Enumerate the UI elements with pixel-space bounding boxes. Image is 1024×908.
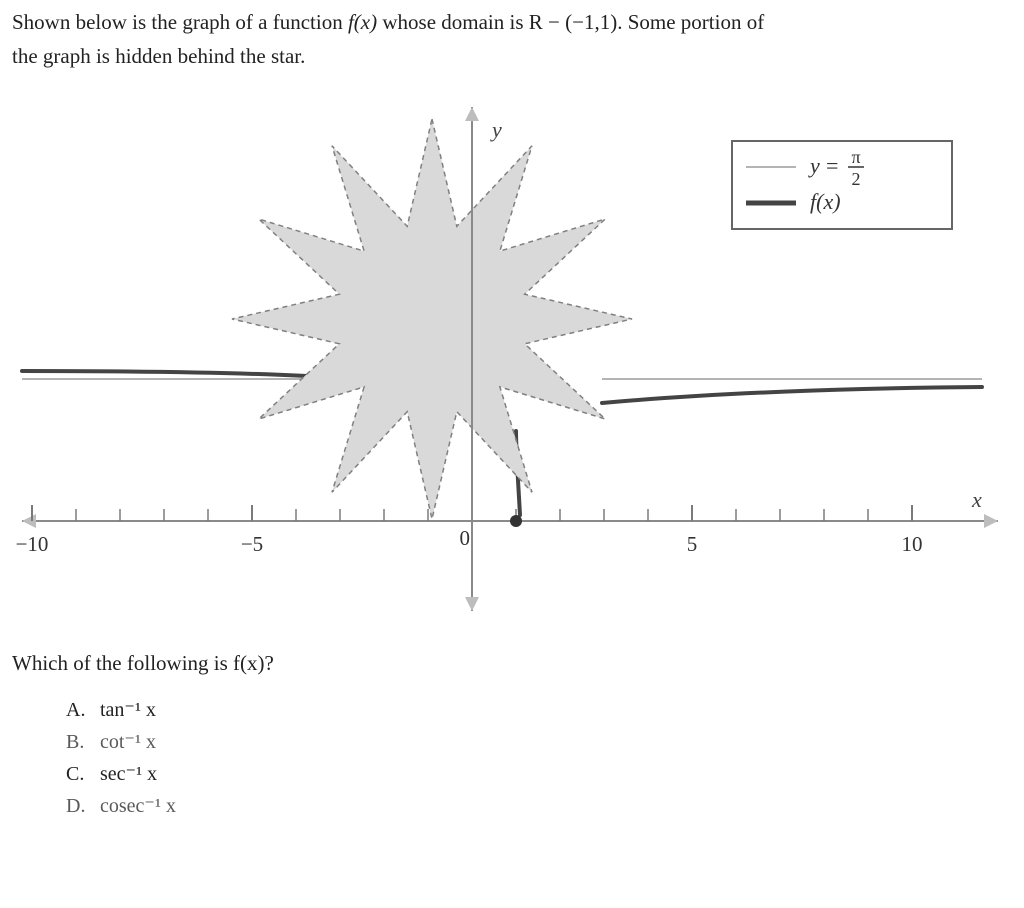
q-text-3: . Some portion of — [617, 10, 764, 34]
q-text-1: Shown below is the graph of a function — [12, 10, 348, 34]
svg-text:0: 0 — [460, 526, 471, 550]
svg-text:=: = — [826, 153, 838, 178]
option-c: C. sec⁻¹ x — [66, 758, 1016, 790]
svg-text:10: 10 — [902, 532, 923, 556]
option-d-text: cosec⁻¹ x — [100, 790, 176, 822]
chart-region: −10 −5 5 10 0 y x y = π2 f(x) — [12, 81, 1012, 621]
svg-text:y: y — [808, 153, 820, 178]
option-d-letter: D. — [66, 790, 92, 822]
question-line-1: Shown below is the graph of a function f… — [12, 8, 1016, 36]
q-fx-italic: f(x) — [348, 10, 377, 34]
svg-text:−10: −10 — [16, 532, 49, 556]
option-d: D. cosec⁻¹ x — [66, 790, 1016, 822]
question-line-2: the graph is hidden behind the star. — [12, 42, 1016, 70]
option-c-text: sec⁻¹ x — [100, 758, 157, 790]
q-text-2: whose domain is — [377, 10, 529, 34]
chart-svg: −10 −5 5 10 0 y x y = π2 f(x) — [12, 81, 1012, 621]
svg-text:π: π — [851, 147, 860, 167]
svg-text:f(x): f(x) — [810, 189, 841, 214]
q-domain: R − (−1,1) — [529, 10, 617, 34]
svg-text:x: x — [971, 487, 982, 512]
option-b: B. cot⁻¹ x — [66, 726, 1016, 758]
svg-text:−5: −5 — [241, 532, 263, 556]
option-c-letter: C. — [66, 758, 92, 790]
followup-question: Which of the following is f(x)? — [12, 651, 1016, 676]
option-a-text: tan⁻¹ x — [100, 694, 156, 726]
answer-options: A. tan⁻¹ x B. cot⁻¹ x C. sec⁻¹ x D. cose… — [66, 694, 1016, 822]
option-b-text: cot⁻¹ x — [100, 726, 156, 758]
option-b-letter: B. — [66, 726, 92, 758]
svg-text:5: 5 — [687, 532, 698, 556]
svg-text:2: 2 — [852, 169, 861, 189]
option-a-letter: A. — [66, 694, 92, 726]
svg-text:y: y — [490, 117, 502, 142]
option-a: A. tan⁻¹ x — [66, 694, 1016, 726]
